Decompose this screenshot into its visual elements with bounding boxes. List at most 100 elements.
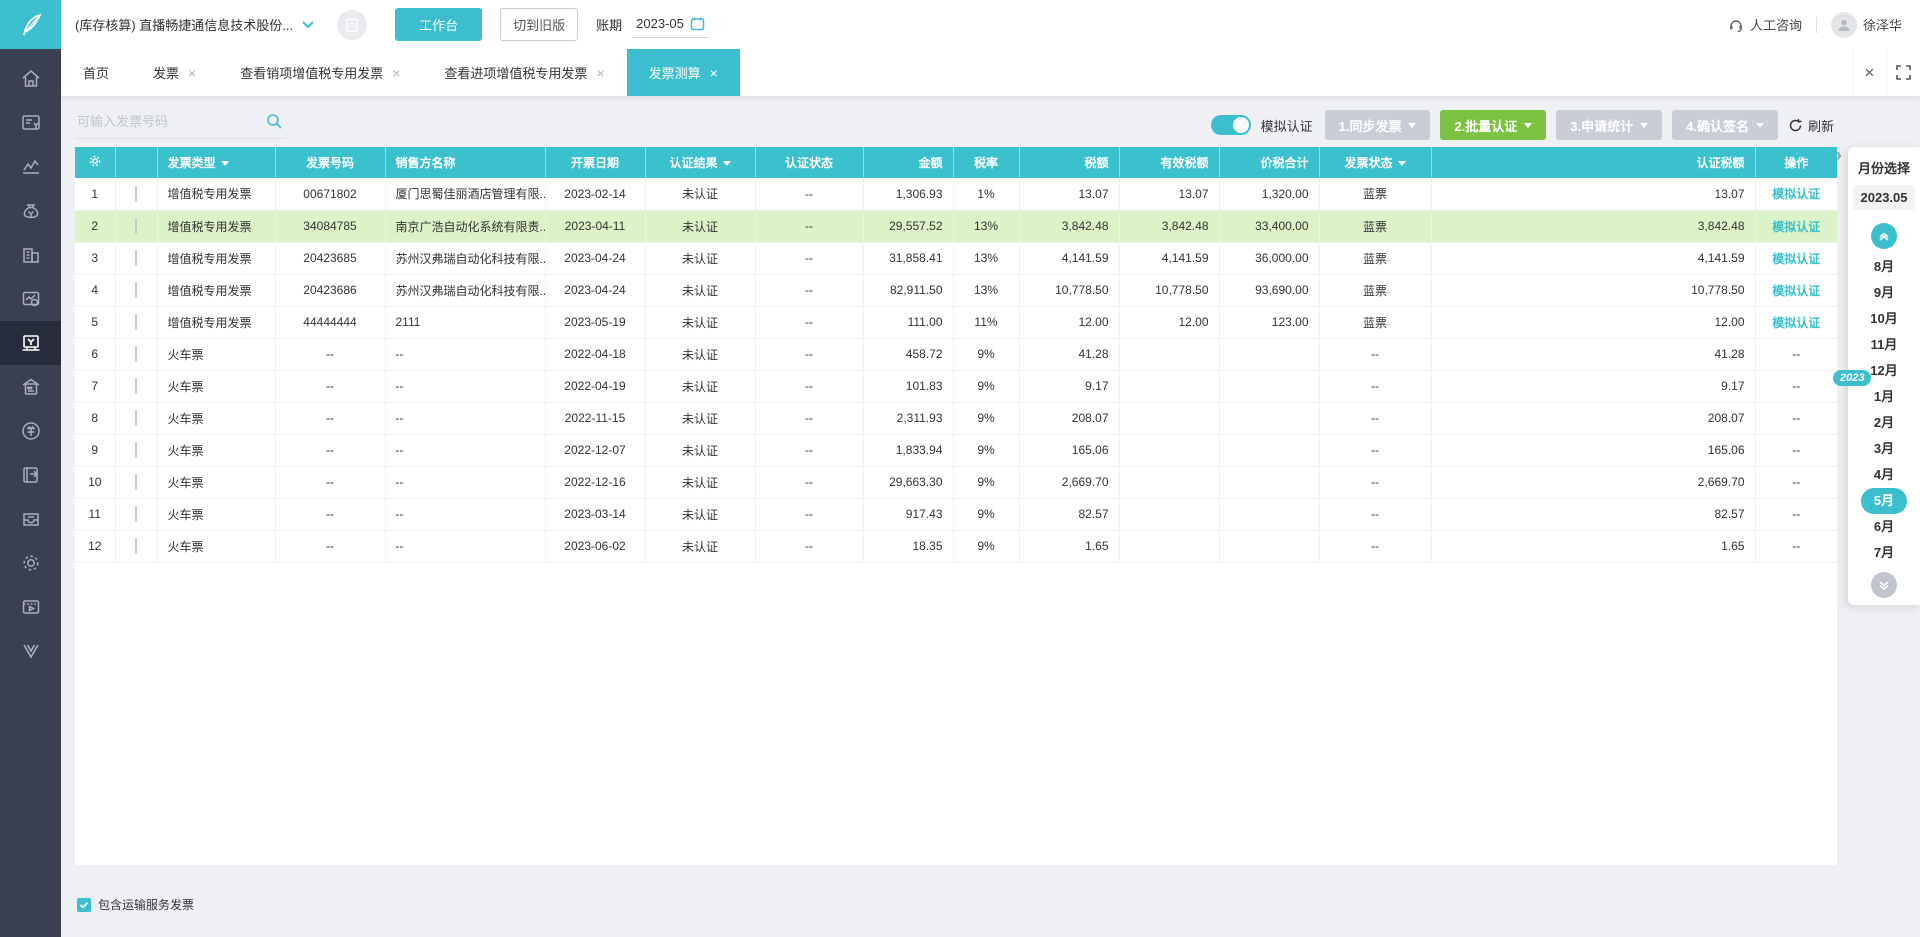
row-checkbox[interactable] bbox=[135, 410, 137, 426]
row-checkbox[interactable] bbox=[135, 538, 137, 554]
cell-total: 36,000.00 bbox=[1219, 242, 1320, 275]
month-panel-period[interactable]: 2023.05 bbox=[1853, 185, 1915, 210]
row-checkbox[interactable] bbox=[135, 218, 137, 234]
simulate-auth-link[interactable]: 模拟认证 bbox=[1772, 315, 1821, 330]
invoice-search[interactable] bbox=[75, 111, 287, 139]
sidebar-item-brand[interactable] bbox=[0, 629, 61, 673]
row-checkbox[interactable] bbox=[135, 282, 137, 298]
sidebar-item-tutorial[interactable] bbox=[0, 585, 61, 629]
simulate-auth-link[interactable]: 模拟认证 bbox=[1772, 219, 1821, 234]
month-item[interactable]: 8月 bbox=[1848, 254, 1920, 280]
sidebar-item-invoice[interactable] bbox=[0, 321, 61, 365]
sidebar-item-settings[interactable] bbox=[0, 541, 61, 585]
action-button-2[interactable]: 2.批量认证 bbox=[1440, 110, 1547, 140]
column-发票状态[interactable]: 发票状态 bbox=[1319, 147, 1432, 178]
row-checkbox[interactable] bbox=[135, 346, 137, 362]
row-checkbox[interactable] bbox=[135, 314, 137, 330]
row-checkbox[interactable] bbox=[135, 378, 137, 394]
sidebar-item-home[interactable] bbox=[0, 57, 61, 101]
sidebar-item-cash-journal[interactable] bbox=[0, 101, 61, 145]
month-item[interactable]: 2月 bbox=[1848, 410, 1920, 436]
cell-amount: 29,663.30 bbox=[863, 466, 954, 499]
tab-label: 查看销项增值税专用发票 bbox=[240, 66, 384, 81]
cell-status: -- bbox=[755, 242, 864, 275]
filter-caret-icon[interactable] bbox=[1397, 161, 1406, 167]
month-item[interactable]: 6月 bbox=[1848, 514, 1920, 540]
simulate-auth-link[interactable]: 模拟认证 bbox=[1772, 283, 1821, 298]
sidebar-item-archive[interactable] bbox=[0, 497, 61, 541]
filter-caret-icon[interactable] bbox=[220, 161, 229, 167]
row-checkbox[interactable] bbox=[135, 250, 137, 266]
sidebar-item-reports[interactable] bbox=[0, 145, 61, 189]
cell-amount: 1,833.94 bbox=[863, 434, 954, 467]
tab-close-icon[interactable]: × bbox=[392, 64, 401, 81]
row-checkbox[interactable] bbox=[135, 442, 137, 458]
user-icon bbox=[1838, 19, 1850, 31]
user-menu[interactable]: 徐泽华 bbox=[1830, 11, 1902, 38]
tab-1[interactable]: 发票 × bbox=[131, 49, 218, 96]
row-checkbox[interactable] bbox=[135, 506, 137, 522]
cell-amount: 458.72 bbox=[863, 338, 954, 371]
action-button-1[interactable]: 1.同步发票 bbox=[1324, 110, 1431, 140]
sidebar-item-assets[interactable] bbox=[0, 365, 61, 409]
tax-icon bbox=[21, 422, 40, 440]
sidebar-item-company[interactable] bbox=[0, 233, 61, 277]
row-checkbox[interactable] bbox=[135, 185, 137, 202]
column-label: 税率 bbox=[973, 156, 998, 170]
cell-rate: 9% bbox=[953, 466, 1020, 499]
simulate-auth-toggle[interactable] bbox=[1210, 115, 1251, 135]
column-settings[interactable] bbox=[75, 147, 116, 178]
switch-old-version-button[interactable]: 切到旧版 bbox=[500, 8, 579, 41]
tab-close-icon[interactable]: × bbox=[596, 64, 605, 81]
scroll-down-button[interactable] bbox=[1871, 572, 1897, 598]
sidebar-item-statements[interactable] bbox=[0, 277, 61, 321]
row-checkbox[interactable] bbox=[135, 474, 137, 490]
transport-invoice-checkbox[interactable] bbox=[77, 897, 91, 912]
cell-type: 火车票 bbox=[157, 466, 276, 499]
cell-rate: 13% bbox=[953, 210, 1020, 243]
month-item[interactable]: 7月 bbox=[1848, 540, 1920, 566]
tab-3[interactable]: 查看进项增值税专用发票 × bbox=[422, 49, 626, 96]
sidebar-item-carryover[interactable] bbox=[0, 453, 61, 497]
month-item[interactable]: 5月 bbox=[1848, 488, 1920, 514]
month-item[interactable]: 10月 bbox=[1848, 306, 1920, 332]
month-item[interactable]: 3月 bbox=[1848, 436, 1920, 462]
month-item[interactable]: 12月 bbox=[1848, 358, 1920, 384]
action-button-4[interactable]: 4.确认签名 bbox=[1672, 110, 1778, 140]
refresh-button[interactable]: 刷新 bbox=[1788, 116, 1834, 135]
table-row: 3 增值税专用发票 20423685 苏州汉弗瑞自动化科技有限... 2023-04-2… bbox=[75, 242, 1837, 275]
app-logo[interactable] bbox=[0, 0, 61, 49]
column-发票类型[interactable]: 发票类型 bbox=[157, 147, 276, 178]
support-link[interactable]: 人工咨询 bbox=[1728, 15, 1802, 34]
simulate-auth-link[interactable]: 模拟认证 bbox=[1772, 251, 1821, 266]
tab-2[interactable]: 查看销项增值税专用发票 × bbox=[218, 49, 422, 96]
cell-valid_tax bbox=[1119, 530, 1220, 563]
period-picker[interactable]: 2023-05 bbox=[632, 12, 709, 38]
sidebar-item-funds[interactable] bbox=[0, 189, 61, 233]
filter-caret-icon[interactable] bbox=[722, 161, 731, 167]
search-icon[interactable] bbox=[266, 113, 283, 130]
tab-close-icon[interactable]: × bbox=[188, 64, 197, 81]
workbench-button[interactable]: 工作台 bbox=[395, 8, 483, 41]
month-item[interactable]: 4月 bbox=[1848, 462, 1920, 488]
simulate-auth-link[interactable]: 模拟认证 bbox=[1772, 187, 1821, 202]
select-all[interactable] bbox=[115, 147, 158, 178]
sidebar-item-tax[interactable] bbox=[0, 409, 61, 453]
column-认证结果[interactable]: 认证结果 bbox=[645, 147, 756, 178]
chevron-down-icon bbox=[1408, 122, 1417, 128]
fullscreen-icon[interactable] bbox=[1886, 49, 1920, 96]
cell-valid_tax bbox=[1119, 466, 1220, 499]
company-selector[interactable]: (库存核算) 直播畅捷通信息技术股份... bbox=[75, 15, 315, 34]
search-input[interactable] bbox=[77, 114, 247, 129]
month-item[interactable]: 9月 bbox=[1848, 280, 1920, 306]
cell-checkbox bbox=[115, 210, 158, 243]
close-all-tabs-icon[interactable]: × bbox=[1852, 49, 1886, 96]
clipboard-badge[interactable] bbox=[337, 9, 368, 40]
tab-0[interactable]: 首页 bbox=[61, 49, 131, 96]
action-button-3[interactable]: 3.申请统计 bbox=[1556, 110, 1663, 140]
scroll-up-button[interactable] bbox=[1871, 223, 1897, 249]
month-item[interactable]: 11月 bbox=[1848, 332, 1920, 358]
month-item[interactable]: 1月 bbox=[1848, 384, 1920, 410]
tab-4[interactable]: 发票测算 × bbox=[626, 49, 740, 96]
tab-close-icon[interactable]: × bbox=[709, 64, 718, 81]
